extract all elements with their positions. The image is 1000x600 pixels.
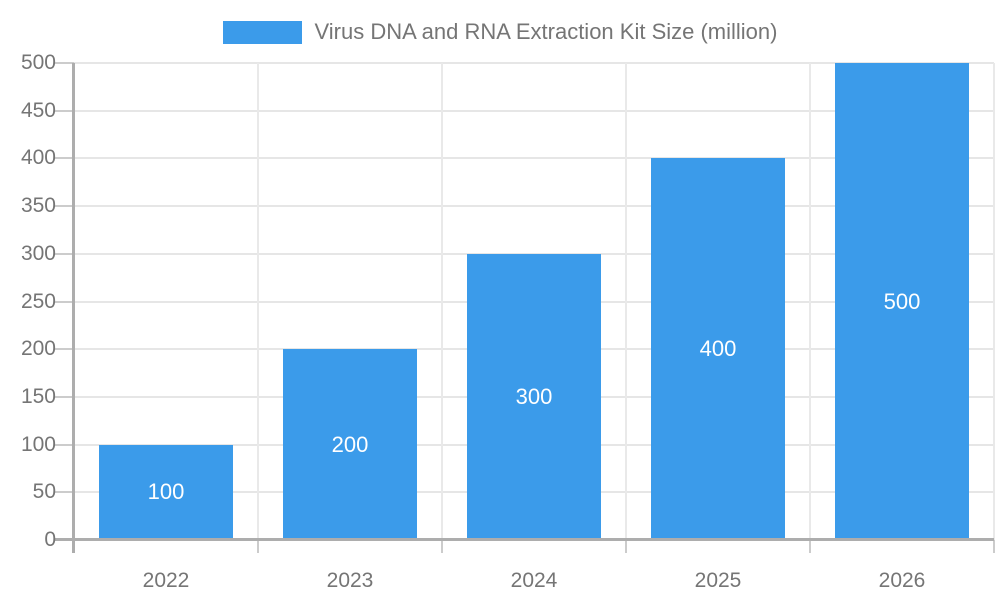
x-tick-mark bbox=[257, 540, 259, 553]
y-axis-tick-label: 400 bbox=[20, 146, 56, 170]
y-tick-mark bbox=[55, 348, 74, 351]
y-axis-tick-label: 100 bbox=[20, 432, 56, 456]
y-tick-mark bbox=[55, 252, 74, 255]
x-tick-mark bbox=[993, 540, 995, 553]
y-axis-tick-label: 250 bbox=[20, 289, 56, 313]
x-tick-mark bbox=[809, 540, 811, 553]
chart-legend: Virus DNA and RNA Extraction Kit Size (m… bbox=[0, 19, 1000, 45]
x-axis-tick-label: 2026 bbox=[878, 569, 926, 592]
y-axis-tick-label: 150 bbox=[20, 384, 56, 408]
legend-series-label: Virus DNA and RNA Extraction Kit Size (m… bbox=[314, 19, 778, 44]
y-tick-mark bbox=[55, 491, 74, 494]
v-gridline bbox=[809, 63, 811, 540]
y-axis-tick-label: 300 bbox=[20, 241, 56, 265]
legend-swatch bbox=[222, 20, 302, 44]
bar-2022: 100 bbox=[99, 444, 233, 540]
h-gridline bbox=[74, 62, 994, 64]
x-axis-tick-label: 2023 bbox=[326, 569, 374, 592]
y-axis-line bbox=[72, 63, 75, 553]
h-gridline bbox=[74, 252, 994, 255]
x-axis-tick-label: 2025 bbox=[694, 569, 742, 592]
y-axis-tick-label: 500 bbox=[20, 51, 56, 74]
y-tick-mark bbox=[55, 109, 74, 112]
y-axis-tick-label: 450 bbox=[20, 98, 56, 122]
bar-value-label: 300 bbox=[515, 383, 553, 409]
y-axis-tick-label: 50 bbox=[32, 480, 56, 504]
y-tick-mark bbox=[55, 157, 74, 160]
h-gridline bbox=[74, 109, 994, 112]
x-axis-line bbox=[55, 538, 994, 541]
plot-area: 100 200 300 400 500 bbox=[74, 62, 995, 540]
v-gridline bbox=[257, 63, 259, 540]
v-gridline bbox=[441, 63, 443, 540]
y-tick-mark bbox=[55, 62, 74, 64]
bar-2026: 500 bbox=[835, 63, 969, 540]
y-axis-tick-label: 0 bbox=[44, 528, 56, 551]
y-tick-mark bbox=[55, 300, 74, 303]
x-tick-mark bbox=[625, 540, 627, 553]
y-tick-mark bbox=[55, 443, 74, 446]
bar-value-label: 200 bbox=[331, 431, 369, 457]
x-axis-tick-label: 2024 bbox=[510, 569, 558, 592]
y-axis-tick-label: 200 bbox=[20, 337, 56, 361]
h-gridline bbox=[74, 205, 994, 208]
y-tick-mark bbox=[55, 205, 74, 208]
bar-2024: 300 bbox=[467, 253, 601, 540]
x-tick-mark bbox=[441, 540, 443, 553]
y-tick-mark bbox=[55, 395, 74, 398]
v-gridline bbox=[993, 63, 995, 540]
v-gridline bbox=[625, 63, 627, 540]
bar-2023: 200 bbox=[283, 349, 417, 540]
bar-value-label: 100 bbox=[147, 479, 185, 505]
x-axis-tick-label: 2022 bbox=[142, 569, 190, 592]
bar-2025: 400 bbox=[651, 158, 785, 540]
bar-value-label: 400 bbox=[699, 336, 737, 362]
h-gridline bbox=[74, 157, 994, 160]
y-axis-tick-label: 350 bbox=[20, 194, 56, 218]
bar-value-label: 500 bbox=[883, 288, 921, 314]
